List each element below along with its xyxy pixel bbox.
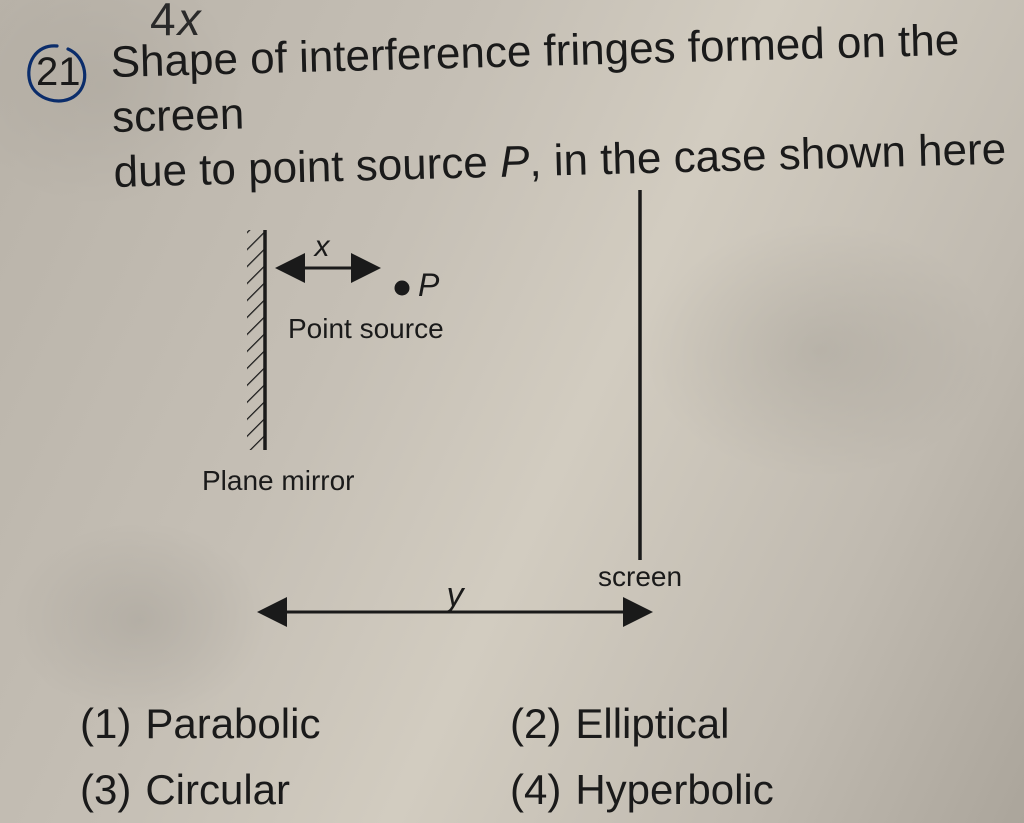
question-line1: Shape of interference fringes formed on …	[110, 16, 960, 142]
option-2-text: Elliptical	[575, 700, 729, 748]
y-label: y	[445, 576, 466, 614]
p-dot	[395, 281, 410, 296]
mirror-hatch	[247, 230, 265, 450]
option-1-text: Parabolic	[145, 700, 320, 748]
option-1-num: (1)	[80, 700, 131, 748]
option-1[interactable]: (1) Parabolic	[80, 700, 510, 748]
question-text: Shape of interference fringes formed on …	[110, 12, 1008, 200]
option-4[interactable]: (4) Hyperbolic	[510, 766, 930, 814]
option-3-num: (3)	[80, 766, 131, 814]
diagram: x P Point source Plane mirror screen y	[170, 190, 730, 610]
diagram-svg: x P Point source Plane mirror screen y	[170, 190, 730, 630]
option-row-2: (3) Circular (4) Hyperbolic	[80, 766, 960, 814]
p-label: P	[418, 267, 440, 303]
option-4-num: (4)	[510, 766, 561, 814]
question-line2-P: P	[499, 137, 530, 187]
question-number: 21	[22, 40, 92, 110]
question-line2a: due to point source	[113, 138, 501, 197]
x-label: x	[313, 230, 331, 263]
screen-label: screen	[598, 561, 682, 592]
option-3[interactable]: (3) Circular	[80, 766, 510, 814]
option-2[interactable]: (2) Elliptical	[510, 700, 930, 748]
point-source-label: Point source	[288, 313, 444, 344]
page: 4x 21 Shape of interference fringes form…	[0, 0, 1024, 823]
options: (1) Parabolic (2) Elliptical (3) Circula…	[80, 700, 960, 823]
question-line2b: , in the case shown here	[529, 125, 1007, 186]
option-3-text: Circular	[145, 766, 290, 814]
option-4-text: Hyperbolic	[575, 766, 773, 814]
plane-mirror-label: Plane mirror	[202, 465, 354, 496]
question-number-text: 21	[36, 50, 81, 95]
option-2-num: (2)	[510, 700, 561, 748]
option-row-1: (1) Parabolic (2) Elliptical	[80, 700, 960, 748]
